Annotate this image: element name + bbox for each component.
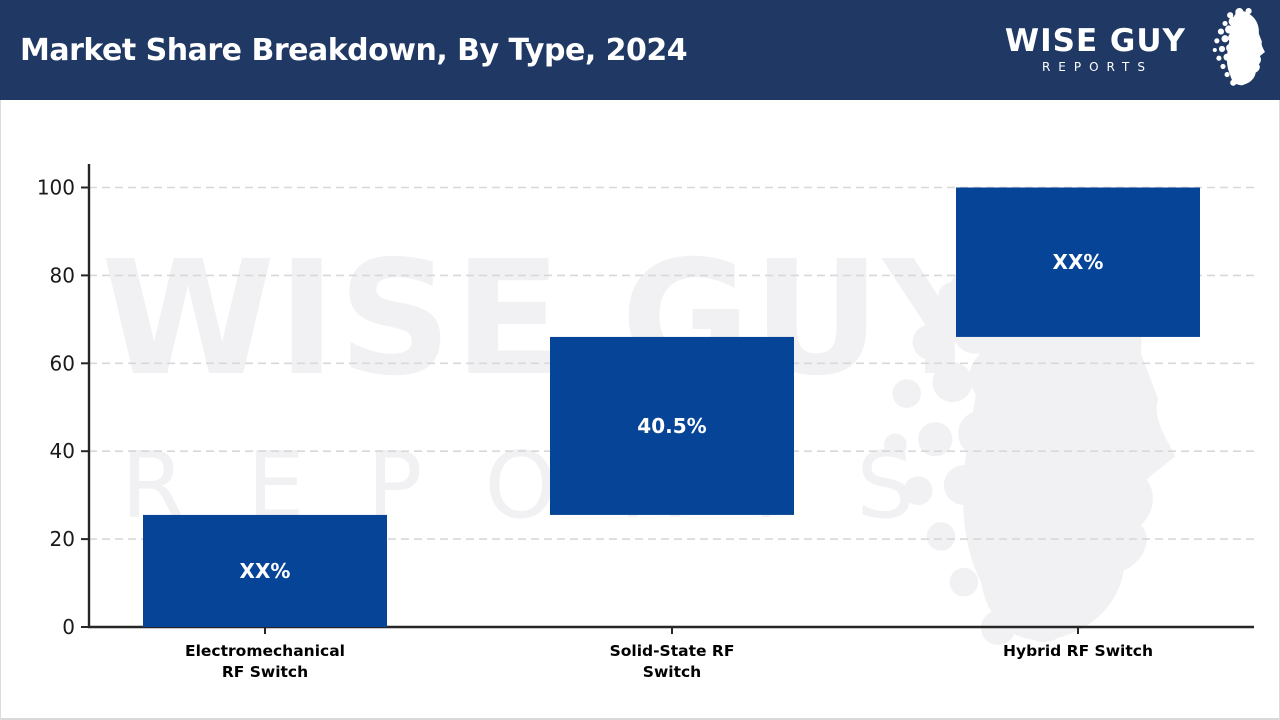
chart-title: Market Share Breakdown, By Type, 2024: [20, 32, 688, 68]
wiseguy-logo: WISE GUY REPORTS: [1005, 0, 1266, 100]
x-tick-label-1: Solid-State RF Switch: [610, 642, 735, 681]
header: Market Share Breakdown, By Type, 2024 WI…: [0, 0, 1280, 100]
y-tick-label-20: 20: [50, 527, 75, 551]
logo-face-icon: [1212, 8, 1265, 86]
bar-value-label-0: XX%: [240, 559, 291, 583]
bar-value-label-1: 40.5%: [637, 414, 706, 438]
y-tick-label-80: 80: [50, 263, 75, 287]
logo-subtitle: REPORTS: [1041, 60, 1153, 74]
bar-2: [956, 187, 1200, 337]
bar-1: [550, 336, 794, 515]
bar-chart: 0 20 40 60 80 100 XX% 40.5% XX% Electromechanical…: [37, 164, 1254, 681]
y-tick-label-100: 100: [37, 176, 75, 200]
logo-text: WISE GUY REPORTS: [1004, 23, 1186, 75]
plot-area: WISE GUY REPORTS 0 20 40 60 80 100 XX% 40.5% XX%…: [0, 100, 1280, 720]
y-tick-label-40: 40: [50, 439, 75, 463]
x-tick-label-0: Electromechanical RF Switch: [185, 642, 345, 681]
logo-wordmark: WISE GUY: [1004, 23, 1186, 59]
bar-0: [143, 514, 387, 627]
x-tick-label-2: Hybrid RF Switch: [1003, 642, 1153, 660]
bar-value-label-2: XX%: [1053, 250, 1104, 274]
y-tick-label-0: 0: [62, 615, 75, 639]
y-tick-label-60: 60: [50, 351, 75, 375]
